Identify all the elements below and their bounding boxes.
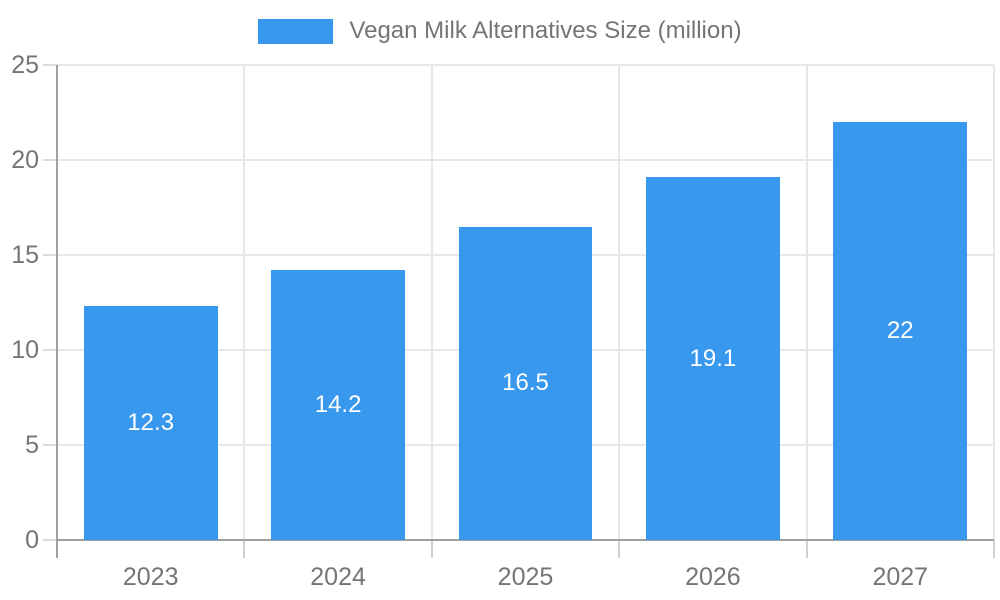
x-axis-tick <box>805 540 808 558</box>
y-tick-label: 25 <box>11 51 39 79</box>
x-tick-label: 2024 <box>310 563 366 591</box>
bar[interactable] <box>645 177 780 540</box>
y-axis-tick <box>43 64 57 66</box>
y-tick-label: 20 <box>11 146 39 174</box>
y-axis-tick <box>43 539 57 541</box>
gridline-horizontal <box>57 64 994 66</box>
y-axis-tick <box>43 349 57 351</box>
x-axis-tick <box>243 540 246 558</box>
y-tick-label: 10 <box>11 336 39 364</box>
gridline-vertical <box>430 65 433 540</box>
bar[interactable] <box>83 306 218 540</box>
x-tick-label: 2023 <box>122 563 179 591</box>
x-axis-tick <box>430 540 433 558</box>
y-axis-tick <box>43 159 57 161</box>
legend-swatch[interactable] <box>258 18 334 44</box>
x-tick-label: 2025 <box>497 563 554 591</box>
gridline-horizontal <box>57 159 994 161</box>
chart-legend: Vegan Milk Alternatives Size (million) <box>0 17 1000 45</box>
y-axis-tick <box>43 254 57 256</box>
y-tick-label: 5 <box>25 431 39 459</box>
y-tick-label: 15 <box>11 241 39 269</box>
gridline-vertical <box>993 65 995 540</box>
legend-label[interactable]: Vegan Milk Alternatives Size (million) <box>349 17 742 44</box>
x-axis-tick <box>618 540 621 558</box>
bar[interactable] <box>458 226 593 540</box>
gridline-vertical <box>805 65 808 540</box>
gridline-vertical <box>618 65 621 540</box>
x-axis-tick <box>993 540 995 558</box>
x-axis-line <box>57 539 994 541</box>
x-tick-label: 2026 <box>685 563 741 591</box>
bar[interactable] <box>833 122 968 540</box>
bar[interactable] <box>271 270 406 540</box>
y-tick-label: 0 <box>25 526 39 554</box>
gridline-vertical <box>243 65 246 540</box>
y-axis-line <box>56 65 58 558</box>
y-axis-tick <box>43 444 57 446</box>
x-tick-label: 2027 <box>872 563 929 591</box>
